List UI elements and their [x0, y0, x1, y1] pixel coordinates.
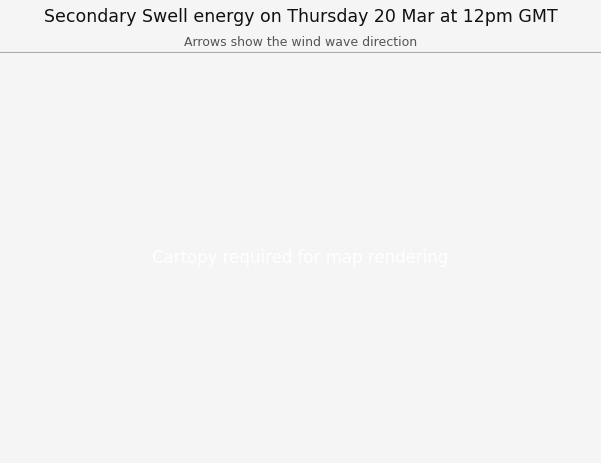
- Text: Cartopy required for map rendering: Cartopy required for map rendering: [152, 249, 449, 267]
- Text: Arrows show the wind wave direction: Arrows show the wind wave direction: [184, 36, 417, 49]
- Text: Secondary Swell energy on Thursday 20 Mar at 12pm GMT: Secondary Swell energy on Thursday 20 Ma…: [44, 8, 557, 26]
